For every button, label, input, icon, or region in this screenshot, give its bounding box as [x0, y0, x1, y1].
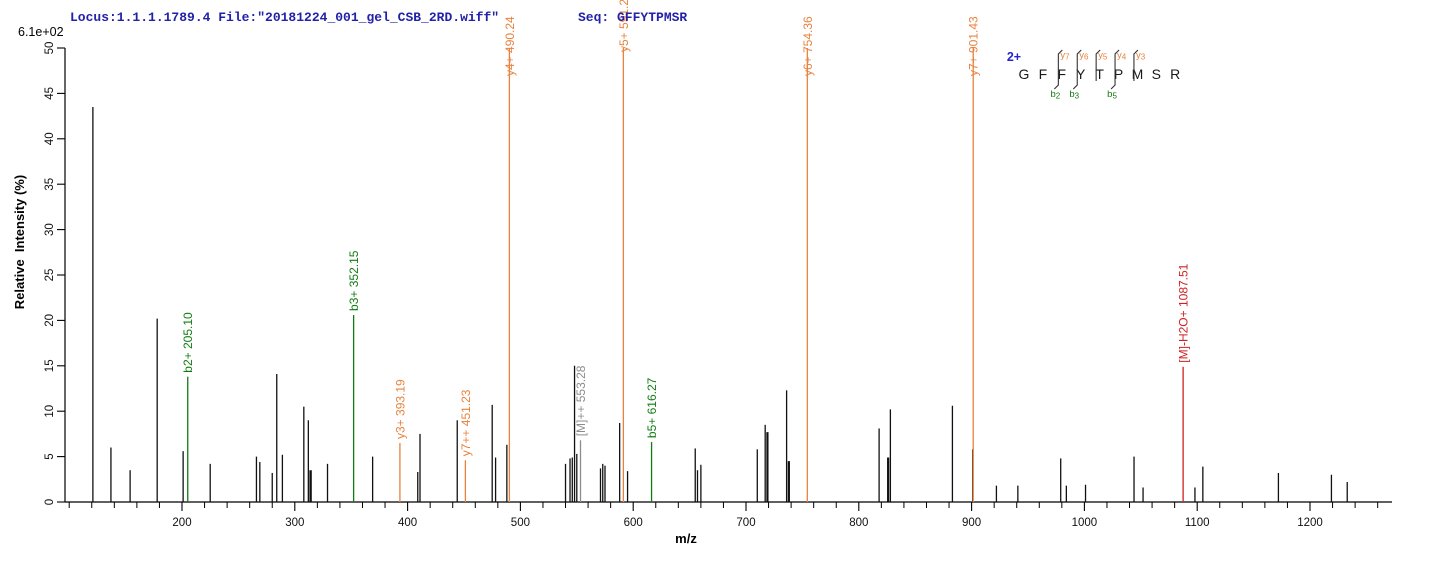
y-tick-label: 20 [44, 314, 56, 327]
b-ion-label: b2 [1050, 89, 1060, 101]
fragment-cleavage-mark [1095, 49, 1101, 81]
y-ion-label: y3 [1136, 50, 1146, 62]
x-tick-label: 300 [285, 517, 304, 529]
y-tick-label: 25 [44, 269, 56, 282]
peptide-residue: F [1058, 66, 1067, 82]
peak-annotation-label: y4+ 490.24 [503, 16, 517, 76]
peptide-residue: R [1170, 66, 1180, 82]
x-tick-label: 200 [172, 517, 191, 529]
fragment-cleavage-mark [1072, 49, 1082, 90]
peak-annotation-label: y7+ 901.43 [967, 16, 981, 76]
y-tick-label: 10 [44, 405, 56, 418]
peptide-residue: G [1019, 66, 1030, 82]
peak-annotation-label: b2+ 205.10 [181, 312, 195, 373]
sequence-label: Seq: GFFYTPMSR [578, 10, 687, 25]
y-tick-label: 30 [44, 223, 56, 236]
x-tick-label: 700 [736, 517, 755, 529]
peak-annotation-label: [M]-H2O+ 1087.51 [1177, 263, 1191, 362]
x-tick-label: 1100 [1185, 517, 1210, 529]
peptide-residue: M [1132, 66, 1144, 82]
intensity-scale-label: 6.1e+02 [18, 25, 64, 39]
fragment-cleavage-mark [1110, 49, 1120, 90]
charge-state-label: 2+ [1007, 50, 1021, 64]
peptide-residue: S [1152, 66, 1161, 82]
y-ion-label: y5 [1098, 50, 1108, 62]
peak-annotation-label: [M]++ 553.28 [574, 365, 588, 436]
x-tick-label: 600 [624, 517, 643, 529]
x-tick-label: 400 [398, 517, 417, 529]
y-tick-label: 5 [44, 453, 56, 459]
peak-annotation-label: y3+ 393.19 [393, 379, 407, 439]
x-axis-title: m/z [675, 531, 697, 546]
b-ion-label: b3 [1069, 89, 1079, 101]
peptide-residue: P [1114, 66, 1123, 82]
peak-annotation-label: b5+ 616.27 [645, 377, 659, 438]
peak-annotation-label: b3+ 352.15 [347, 250, 361, 311]
y-ion-label: y7 [1060, 50, 1070, 62]
y-tick-label: 35 [44, 178, 56, 191]
peak-annotation-label: y5+ 591.28 [617, 0, 631, 52]
y-tick-label: 40 [44, 132, 56, 145]
locus-file-label: Locus:1.1.1.1789.4 File:"20181224_001_ge… [70, 10, 499, 25]
peptide-residue: F [1039, 66, 1048, 82]
x-tick-label: 900 [962, 517, 981, 529]
y-ion-label: y4 [1117, 50, 1127, 62]
fragment-cleavage-mark [1053, 49, 1063, 90]
y-tick-label: 45 [44, 87, 56, 100]
x-tick-label: 1000 [1072, 517, 1098, 529]
x-tick-label: 1200 [1297, 517, 1323, 529]
peak-annotation-label: y7++ 451.23 [459, 389, 473, 456]
y-tick-label: 15 [44, 359, 56, 372]
x-tick-label: 500 [511, 517, 530, 529]
fragment-cleavage-mark [1133, 49, 1139, 81]
y-tick-label: 0 [44, 499, 56, 505]
y-axis-title: Relative Intensity (%) [12, 175, 27, 309]
peak-annotation-label: y6+ 754.36 [801, 16, 815, 76]
b-ion-label: b5 [1107, 89, 1117, 101]
peptide-residue: Y [1076, 66, 1086, 82]
y-ion-label: y6 [1079, 50, 1089, 62]
peptide-residue: T [1095, 66, 1104, 82]
chart-layer: 0 5 10 15 20 25 30 35 40 45 50 200 300 400 500 600 700 80… [44, 0, 1392, 529]
y-tick-label: 50 [44, 42, 56, 55]
x-tick-label: 800 [849, 517, 868, 529]
